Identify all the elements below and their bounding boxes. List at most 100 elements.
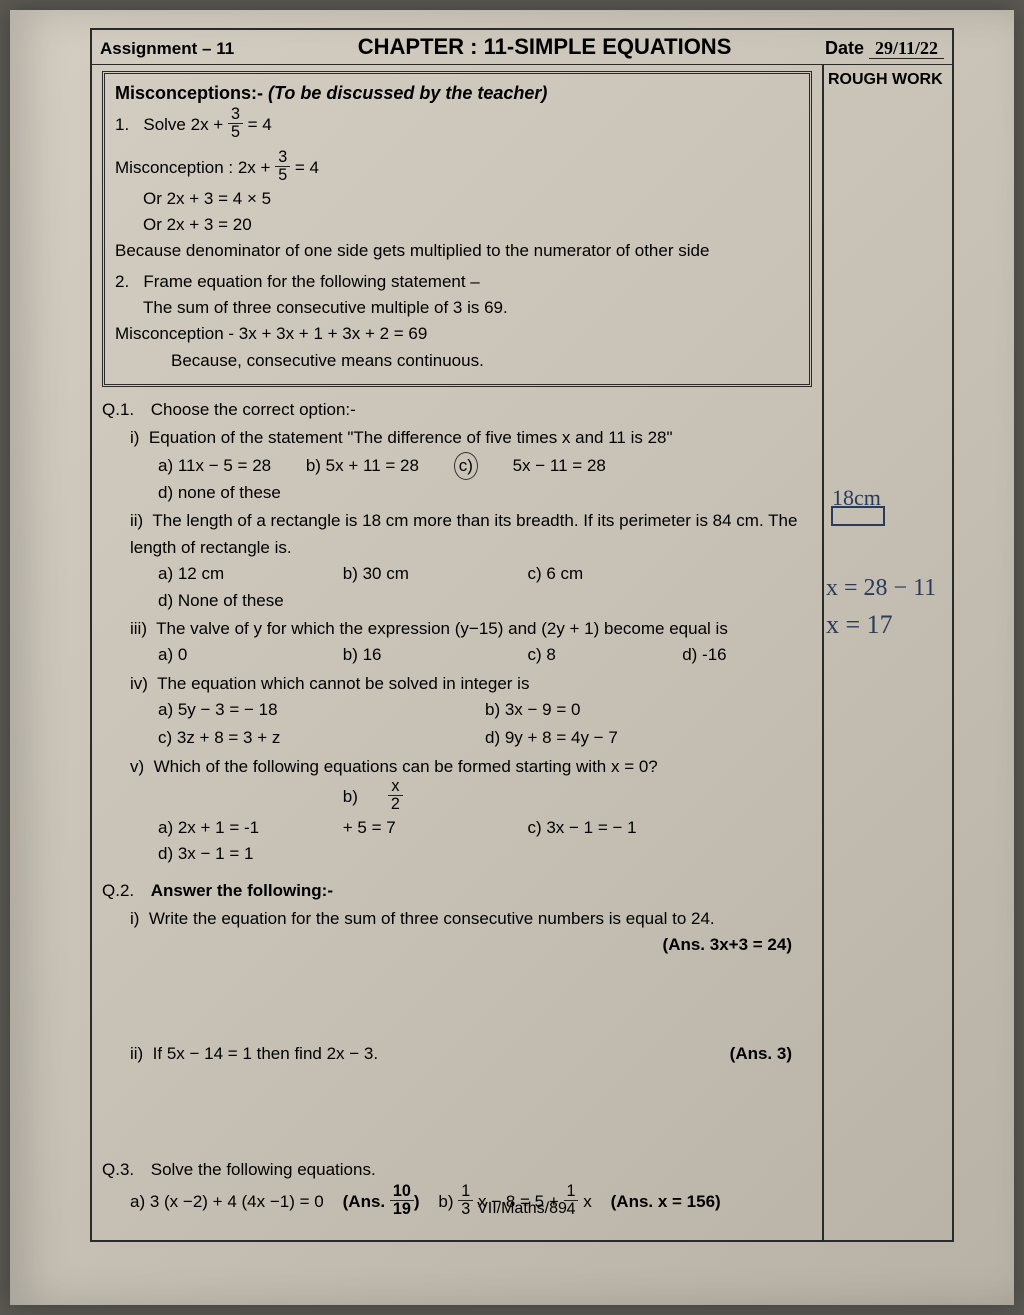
q1-iv-a: a) 5y − 3 = − 18 [158, 697, 485, 723]
q1-v-b-pre: b) [343, 784, 358, 810]
q2-i: i) Write the equation for the sum of thr… [130, 906, 812, 932]
q1-ii-options: a) 12 cm b) 30 cm c) 6 cm d) None of the… [158, 561, 812, 614]
date-area: Date 29/11/22 [825, 38, 944, 59]
misc-title-b: (To be discussed by the teacher) [268, 83, 547, 103]
question-2: Q.2. Answer the following:- i) Write the… [102, 878, 812, 1147]
q2-label: Q.2. [102, 878, 146, 904]
main-column: Misconceptions:- (To be discussed by the… [92, 65, 822, 1240]
handwriting-eq1: x = 28 − 11 [826, 575, 936, 602]
q1-iii-text: The valve of y for which the expression … [156, 619, 728, 638]
q1-ii-c: c) 6 cm [527, 561, 647, 587]
q1-i-c-wrap: c) 5x − 11 = 28 [454, 452, 636, 480]
q1-iii: iii) The valve of y for which the expres… [130, 616, 812, 642]
q1-i-options: a) 11x − 5 = 28 b) 5x + 11 = 28 c) 5x − … [158, 452, 812, 507]
q1-i: i) Equation of the statement "The differ… [130, 425, 812, 451]
misc2-num: 2. [115, 272, 129, 291]
question-1: Q.1. Choose the correct option:- i) Equa… [102, 397, 812, 867]
misc1b-frac-num: 3 [275, 149, 290, 167]
q2-ii-label: ii) [130, 1044, 143, 1063]
misc1-eq-b: = 4 [243, 115, 272, 134]
date-value: 29/11/22 [869, 38, 944, 59]
q1-iii-d: d) -16 [682, 642, 726, 668]
misc2-label-line: Misconception - 3x + 3x + 1 + 3x + 2 = 6… [115, 321, 799, 347]
q1-v-b-wrap: b) x2 + 5 = 7 [343, 780, 493, 841]
q1-v-b-frac: x2 [388, 778, 433, 813]
q1-v-options: a) 2x + 1 = -1 b) x2 + 5 = 7 c) 3x − 1 =… [158, 780, 812, 868]
q1-ii-text: The length of a rectangle is 18 cm more … [130, 511, 797, 556]
q2-ii-text: If 5x − 14 = 1 then find 2x − 3. [153, 1044, 378, 1063]
q1-v-b-post: + 5 = 7 [343, 815, 396, 841]
misc2-eq: 3x + 3x + 1 + 3x + 2 = 69 [239, 324, 428, 343]
q1-iv-c: c) 3z + 8 = 3 + z [158, 725, 485, 751]
q1-i-label: i) [130, 428, 139, 447]
q1-iii-b: b) 16 [343, 642, 493, 668]
misc-title-a: Misconceptions:- [115, 83, 268, 103]
assignment-label: Assignment – 11 [100, 39, 234, 59]
q1-v-b-num: x [388, 778, 403, 796]
q1-v-label: v) [130, 757, 144, 776]
misc1b-frac: 35 [275, 149, 290, 184]
q1-v: v) Which of the following equations can … [130, 754, 812, 780]
q1-ii-d: d) None of these [158, 588, 284, 614]
header-row: Assignment – 11 CHAPTER : 11-SIMPLE EQUA… [92, 30, 952, 65]
rough-work-column: ROUGH WORK 18cm x = 28 − 11 x = 17 [822, 65, 952, 1240]
misc1-frac-den: 5 [228, 124, 243, 141]
q1-i-c-circled-icon: c) [454, 452, 478, 480]
q2-spacer2 [102, 1067, 812, 1147]
misc2-line1: Frame equation for the following stateme… [143, 272, 479, 291]
q1-v-a: a) 2x + 1 = -1 [158, 815, 308, 841]
q1-label: Q.1. [102, 397, 146, 423]
q1-iii-options: a) 0 b) 16 c) 8 d) -16 [158, 642, 812, 668]
q2-i-answer: (Ans. 3x+3 = 24) [663, 932, 792, 958]
worksheet-page: Assignment – 11 CHAPTER : 11-SIMPLE EQUA… [10, 10, 1014, 1305]
q1-i-d: d) none of these [158, 480, 281, 506]
q1-i-b: b) 5x + 11 = 28 [306, 453, 419, 479]
misconceptions-title: Misconceptions:- (To be discussed by the… [115, 80, 799, 108]
date-label: Date [825, 38, 864, 58]
q1-iv-text: The equation which cannot be solved in i… [157, 674, 529, 693]
q1-i-a: a) 11x − 5 = 28 [158, 453, 271, 479]
misc1-label: Misconception : [115, 158, 238, 177]
page-border: Assignment – 11 CHAPTER : 11-SIMPLE EQUA… [90, 28, 954, 1242]
misc-item-2: 2. Frame equation for the following stat… [115, 269, 799, 295]
q1-iii-a: a) 0 [158, 642, 308, 668]
misc1-text: Solve [143, 115, 190, 134]
q1-iv-b: b) 3x − 9 = 0 [485, 697, 812, 723]
misc1b-eq-b: = 4 [290, 158, 319, 177]
misc2-line2: The sum of three consecutive multiple of… [143, 295, 799, 321]
q1-iv-options: a) 5y − 3 = − 18 b) 3x − 9 = 0 c) 3z + 8… [158, 697, 812, 752]
q1-iv: iv) The equation which cannot be solved … [130, 671, 812, 697]
misc1-or1: Or 2x + 3 = 4 × 5 [143, 186, 799, 212]
misc1-num: 1. [115, 115, 129, 134]
handwriting-eq2: x = 17 [826, 610, 893, 640]
misc1-frac: 35 [228, 106, 243, 141]
q1-v-text: Which of the following equations can be … [154, 757, 658, 776]
q1-iv-label: iv) [130, 674, 148, 693]
q3-title: Solve the following equations. [151, 1157, 811, 1183]
rectangle-sketch-icon [830, 505, 890, 531]
q2-title: Answer the following:- [151, 878, 811, 904]
q1-title: Choose the correct option:- [151, 397, 811, 423]
q3-label: Q.3. [102, 1157, 146, 1183]
misc1-frac-num: 3 [228, 106, 243, 124]
q1-v-d: d) 3x − 1 = 1 [158, 841, 253, 867]
misc1b-frac-den: 5 [275, 167, 290, 184]
q2-ii-answer: (Ans. 3) [730, 1041, 792, 1067]
q1-iii-c: c) 8 [527, 642, 647, 668]
q1-ii-a: a) 12 cm [158, 561, 308, 587]
q2-i-text: Write the equation for the sum of three … [149, 909, 715, 928]
page-footer: VII/Maths/89 [92, 1190, 952, 1228]
q2-i-label: i) [130, 909, 139, 928]
q1-iv-d: d) 9y + 8 = 4y − 7 [485, 725, 812, 751]
q1-ii-b: b) 30 cm [343, 561, 493, 587]
q1-v-b-den: 2 [388, 796, 403, 813]
q2-ii: ii) If 5x − 14 = 1 then find 2x − 3. (An… [130, 1041, 812, 1067]
q2-spacer [102, 959, 812, 1039]
misc1-label-line: Misconception : 2x + 35 = 4 [115, 151, 799, 186]
q1-iii-label: iii) [130, 619, 147, 638]
misc1-because: Because denominator of one side gets mul… [115, 238, 799, 264]
q1-i-text: Equation of the statement "The differenc… [149, 428, 673, 447]
misc1-or2: Or 2x + 3 = 20 [143, 212, 799, 238]
misc-item-1: 1. Solve 2x + 35 = 4 [115, 108, 799, 143]
q1-ii-label: ii) [130, 511, 143, 530]
